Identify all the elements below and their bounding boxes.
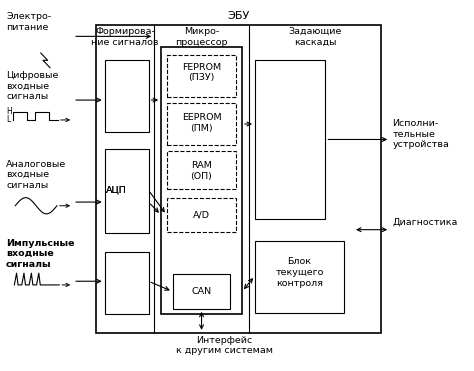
Bar [255, 241, 344, 312]
Text: АЦП: АЦП [106, 186, 126, 195]
Text: A/D: A/D [193, 210, 210, 220]
Bar [105, 60, 148, 132]
Bar [166, 151, 237, 189]
Text: RAM: RAM [191, 161, 212, 170]
Text: L: L [6, 115, 10, 124]
Text: Импульсные
входные
сигналы: Импульсные входные сигналы [6, 239, 74, 269]
Text: АЦП: АЦП [106, 186, 126, 195]
Bar [105, 252, 148, 314]
Text: Блок: Блок [287, 257, 311, 266]
Bar [166, 55, 237, 97]
Text: текущего: текущего [275, 269, 324, 278]
Text: Задающие
каскады: Задающие каскады [288, 27, 342, 47]
Bar [105, 149, 148, 233]
Bar [161, 47, 242, 314]
Bar [166, 103, 237, 145]
Text: (ПМ): (ПМ) [190, 124, 213, 133]
Bar [255, 60, 325, 219]
Text: Интерфейс
к другим системам: Интерфейс к другим системам [176, 336, 273, 355]
Text: Аналоговые
входные
сигналы: Аналоговые входные сигналы [6, 160, 66, 190]
Text: контроля: контроля [276, 279, 323, 289]
Text: Микро-
процессор: Микро- процессор [175, 27, 228, 47]
Text: CAN: CAN [191, 287, 211, 296]
Text: Электро-
питание: Электро- питание [6, 13, 51, 32]
Text: H: H [6, 107, 12, 116]
Bar [96, 25, 381, 333]
Text: (ПЗУ): (ПЗУ) [188, 73, 215, 82]
Text: FEPROM: FEPROM [182, 63, 221, 72]
Text: Формирова-
ние сигналов: Формирова- ние сигналов [91, 27, 159, 47]
Text: (ОП): (ОП) [191, 172, 212, 181]
Text: Цифровые
входные
сигналы: Цифровые входные сигналы [6, 71, 58, 101]
Text: Исполни-
тельные
устройства: Исполни- тельные устройства [392, 119, 449, 149]
Bar [173, 274, 230, 309]
Text: ЭБУ: ЭБУ [228, 11, 250, 21]
Bar [166, 198, 237, 232]
Text: Диагностика: Диагностика [392, 218, 458, 227]
Text: EEPROM: EEPROM [182, 113, 221, 122]
